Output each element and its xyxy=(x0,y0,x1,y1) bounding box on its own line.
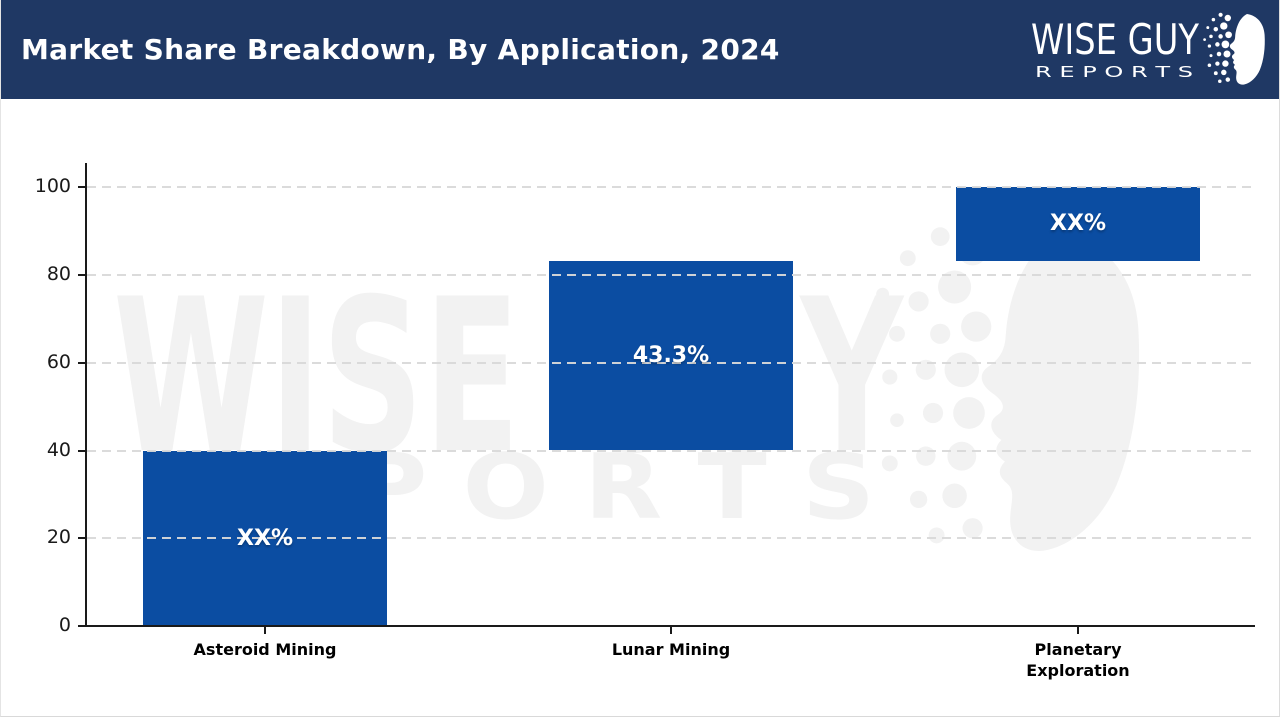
wise-guy-reports-logo: WISE GUY R E P O R T S xyxy=(1031,10,1271,90)
y-tick-80 xyxy=(78,274,86,276)
y-tick-label: 20 xyxy=(46,526,71,549)
x-tick-1 xyxy=(670,627,672,634)
x-axis-line xyxy=(85,625,1255,627)
x-category-label: Lunar Mining xyxy=(611,640,731,659)
y-tick-20 xyxy=(78,537,86,540)
y-tick-100 xyxy=(78,186,86,189)
gridline-y-80 xyxy=(87,274,1254,276)
y-tick-label: 0 xyxy=(58,614,71,636)
gridline-y-40 xyxy=(87,449,1254,452)
logo-wordmark: WISE GUY R E P O R T S xyxy=(1031,18,1199,81)
page-title: Market Share Breakdown, By Application, … xyxy=(21,33,780,66)
y-tick-40 xyxy=(78,449,86,452)
dotted-head-icon xyxy=(1199,10,1271,90)
y-tick-label: 80 xyxy=(46,263,71,285)
x-tick-2 xyxy=(1077,627,1079,634)
header-bar: Market Share Breakdown, By Application, … xyxy=(1,0,1279,99)
y-tick-label: 100 xyxy=(34,175,71,198)
gridline-y-100 xyxy=(87,186,1254,189)
y-tick-0 xyxy=(78,625,86,627)
x-category-label: Asteroid Mining xyxy=(193,640,337,659)
bar-value-label: XX% xyxy=(237,525,293,551)
y-tick-label: 60 xyxy=(46,350,71,373)
bar-value-label: XX% xyxy=(1050,211,1106,237)
bar-1 xyxy=(549,260,793,451)
y-tick-60 xyxy=(78,361,86,364)
bar-value-label: 43.3% xyxy=(632,343,710,368)
logo-line2: R E P O R T S xyxy=(1035,63,1193,81)
gridline-y-20 xyxy=(87,537,1254,540)
x-tick-0 xyxy=(264,627,266,634)
y-tick-label: 40 xyxy=(46,438,71,461)
y-axis-line xyxy=(85,163,87,627)
gridline-y-60 xyxy=(87,361,1254,364)
bar-2 xyxy=(956,187,1200,261)
watermark-dotted-head xyxy=(843,215,1167,575)
x-category-label: Planetary Exploration xyxy=(1026,640,1130,680)
logo-line1: WISE GUY xyxy=(1031,18,1199,64)
